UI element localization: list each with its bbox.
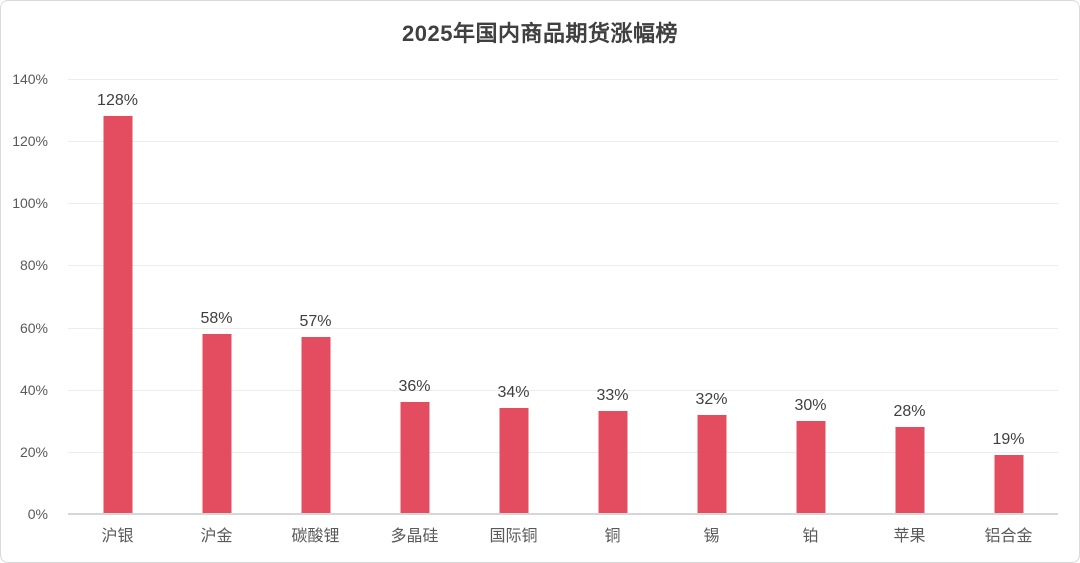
- gridline-40: [68, 389, 1058, 391]
- data-label: 33%: [596, 387, 629, 405]
- bar-沪银: [103, 116, 132, 514]
- data-label: 58%: [200, 309, 233, 327]
- bar-苹果: [895, 427, 924, 514]
- y-tick-label: 60%: [19, 319, 48, 336]
- data-label: 34%: [497, 384, 530, 402]
- data-label: 128%: [97, 92, 138, 110]
- x-tick-label: 国际铜: [489, 528, 538, 545]
- bar-铂: [796, 420, 825, 514]
- y-tick-label: 140%: [12, 71, 48, 87]
- bar-slot-锡: 32%: [662, 79, 761, 514]
- gridline-60: [68, 327, 1058, 329]
- x-tick-label: 苹果: [893, 528, 926, 545]
- x-tick-label: 沪银: [101, 528, 134, 545]
- x-tick-label: 铝合金: [984, 528, 1033, 545]
- y-tick-label: 20%: [19, 443, 48, 460]
- bar-slot-多晶硅: 36%: [365, 79, 464, 514]
- gridline-140: [68, 79, 1058, 80]
- bars-container: 128% 58% 57% 36% 34% 33% 32% 30% 28% 19%: [68, 79, 1058, 514]
- x-tick-label: 碳酸锂: [291, 528, 340, 545]
- bar-沪金: [202, 333, 231, 514]
- gridline-80: [68, 265, 1058, 267]
- bar-铜: [598, 411, 627, 514]
- y-tick-label: 0%: [27, 506, 48, 522]
- chart-title: 2025年国内商品期货涨幅榜: [402, 21, 678, 46]
- data-label: 32%: [695, 390, 728, 408]
- x-tick-label: 铜: [604, 528, 621, 545]
- bar-slot-铝合金: 19%: [959, 79, 1058, 514]
- plot-area: 128% 58% 57% 36% 34% 33% 32% 30% 28% 19%: [68, 79, 1058, 515]
- y-tick-label: 120%: [12, 133, 48, 150]
- y-axis-labels: 0% 20% 40% 60% 80% 100% 120% 140%: [1, 71, 58, 522]
- bar-铝合金: [994, 454, 1023, 514]
- x-axis-line: [68, 513, 1058, 515]
- bar-slot-沪金: 58%: [167, 79, 266, 514]
- x-tick-label: 铂: [802, 528, 819, 545]
- bar-slot-沪银: 128%: [68, 79, 167, 514]
- data-label: 28%: [893, 403, 926, 420]
- bar-slot-碳酸锂: 57%: [266, 79, 365, 514]
- x-tick-label: 多晶硅: [390, 528, 439, 545]
- bar-slot-铜: 33%: [563, 79, 662, 514]
- bar-slot-苹果: 28%: [860, 79, 959, 514]
- bar-多晶硅: [400, 402, 429, 514]
- y-tick-label: 100%: [12, 195, 48, 212]
- gridline-20: [68, 451, 1058, 453]
- data-label: 57%: [299, 312, 332, 330]
- gridline-100: [68, 203, 1058, 205]
- x-tick-label: 锡: [703, 528, 720, 545]
- y-tick-label: 40%: [19, 381, 48, 398]
- bar-碳酸锂: [301, 336, 330, 514]
- data-label: 30%: [794, 396, 827, 414]
- bar-slot-铂: 30%: [761, 79, 860, 514]
- bar-slot-国际铜: 34%: [464, 79, 563, 514]
- data-label: 19%: [992, 430, 1025, 448]
- data-label: 36%: [398, 378, 431, 396]
- x-tick-label: 沪金: [200, 528, 233, 545]
- x-axis-labels: 沪银 沪金 碳酸锂 多晶硅 国际铜 铜 锡 铂 苹果 铝合金: [68, 522, 1058, 546]
- y-tick-label: 80%: [19, 257, 48, 274]
- gridline-120: [68, 141, 1058, 143]
- bar-锡: [697, 414, 726, 514]
- bar-国际铜: [499, 408, 528, 514]
